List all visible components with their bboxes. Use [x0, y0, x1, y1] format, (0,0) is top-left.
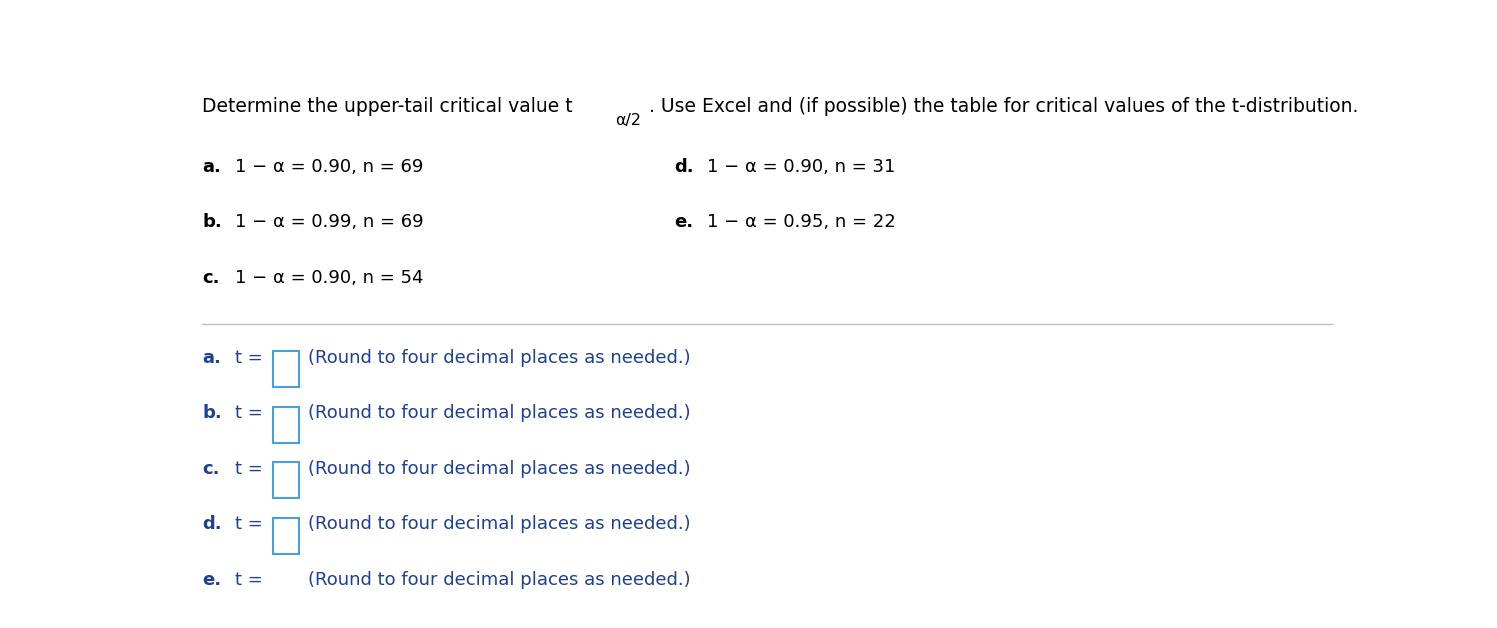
FancyBboxPatch shape: [272, 573, 298, 610]
FancyBboxPatch shape: [272, 518, 298, 554]
Text: 1 − α = 0.90, n = 54: 1 − α = 0.90, n = 54: [235, 269, 424, 287]
Text: e.: e.: [202, 571, 222, 589]
FancyBboxPatch shape: [272, 462, 298, 499]
Text: α/2: α/2: [615, 112, 641, 127]
Text: 1 − α = 0.90, n = 69: 1 − α = 0.90, n = 69: [235, 158, 424, 176]
Text: e.: e.: [675, 213, 693, 231]
Text: t =: t =: [235, 460, 268, 478]
Text: . Use Excel and (if possible) the table for critical values of the t-distributio: . Use Excel and (if possible) the table …: [648, 97, 1358, 116]
Text: (Round to four decimal places as needed.): (Round to four decimal places as needed.…: [308, 404, 690, 422]
FancyBboxPatch shape: [272, 406, 298, 443]
Text: Determine the upper-tail critical value t: Determine the upper-tail critical value …: [202, 97, 573, 116]
Text: 1 − α = 0.95, n = 22: 1 − α = 0.95, n = 22: [707, 213, 895, 231]
Text: t =: t =: [235, 516, 268, 533]
Text: (Round to four decimal places as needed.): (Round to four decimal places as needed.…: [308, 460, 690, 478]
Text: 1 − α = 0.99, n = 69: 1 − α = 0.99, n = 69: [235, 213, 424, 231]
Text: 1 − α = 0.90, n = 31: 1 − α = 0.90, n = 31: [707, 158, 895, 176]
Text: a.: a.: [202, 349, 222, 367]
Text: d.: d.: [202, 516, 222, 533]
Text: a.: a.: [202, 158, 222, 176]
FancyBboxPatch shape: [272, 351, 298, 387]
Text: c.: c.: [202, 269, 220, 287]
Text: t =: t =: [235, 571, 268, 589]
Text: d.: d.: [675, 158, 695, 176]
Text: c.: c.: [202, 460, 220, 478]
Text: (Round to four decimal places as needed.): (Round to four decimal places as needed.…: [308, 349, 690, 367]
Text: b.: b.: [202, 213, 222, 231]
Text: b.: b.: [202, 404, 222, 422]
Text: (Round to four decimal places as needed.): (Round to four decimal places as needed.…: [308, 516, 690, 533]
Text: (Round to four decimal places as needed.): (Round to four decimal places as needed.…: [308, 571, 690, 589]
Text: t =: t =: [235, 404, 268, 422]
Text: t =: t =: [235, 349, 268, 367]
